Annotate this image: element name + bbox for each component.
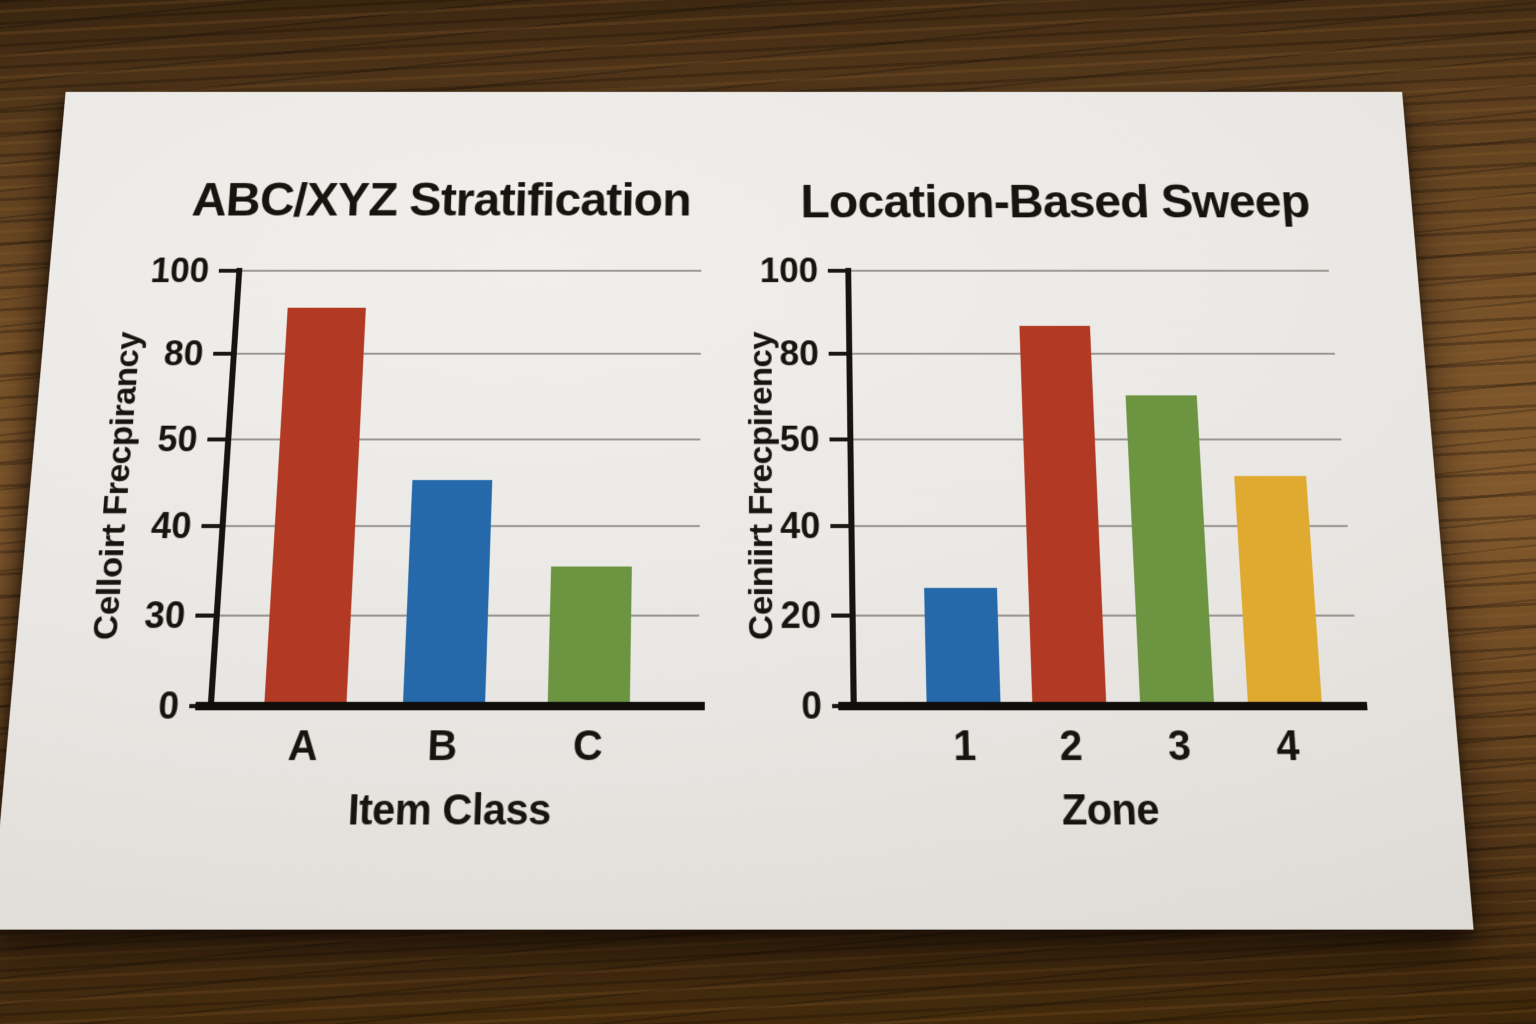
y-tick-label: 0 — [801, 684, 823, 728]
bar-2 — [1019, 325, 1107, 707]
y-tick-label: 20 — [780, 593, 822, 636]
y-axis-label: Ceiniirt Frecpirency — [741, 331, 781, 640]
chart-location-based-sweep: Location-Based Sweep Ceiniirt Frecpirency… — [0, 92, 1474, 930]
x-axis-label: Zone — [1060, 786, 1161, 835]
y-tick-mark — [827, 268, 846, 273]
bar-4 — [1234, 476, 1323, 707]
x-axis-line — [838, 701, 1368, 711]
bar-1 — [924, 587, 1001, 707]
y-tick-mark — [829, 437, 848, 442]
bar-3 — [1125, 395, 1215, 707]
y-tick-label: 100 — [759, 250, 819, 290]
x-tick-label: 2 — [1058, 722, 1084, 770]
plot-area: 100 80 50 40 20 0 1 2 3 4 Zone — [760, 251, 1368, 834]
y-tick-mark — [828, 352, 847, 357]
y-tick-label: 80 — [779, 333, 820, 374]
y-tick-label: 50 — [779, 418, 820, 460]
x-tick-label: 3 — [1166, 722, 1193, 770]
gridline — [845, 269, 1329, 272]
y-axis-line — [845, 267, 857, 707]
y-tick-label: 40 — [780, 505, 821, 547]
chart-title: Location-Based Sweep — [800, 175, 1311, 228]
y-tick-mark — [831, 613, 850, 618]
x-tick-label: 4 — [1274, 722, 1301, 770]
y-tick-mark — [830, 524, 849, 529]
paper-card: ABC/XYZ Stratification Celloirt Frecpiran… — [0, 91, 1474, 930]
